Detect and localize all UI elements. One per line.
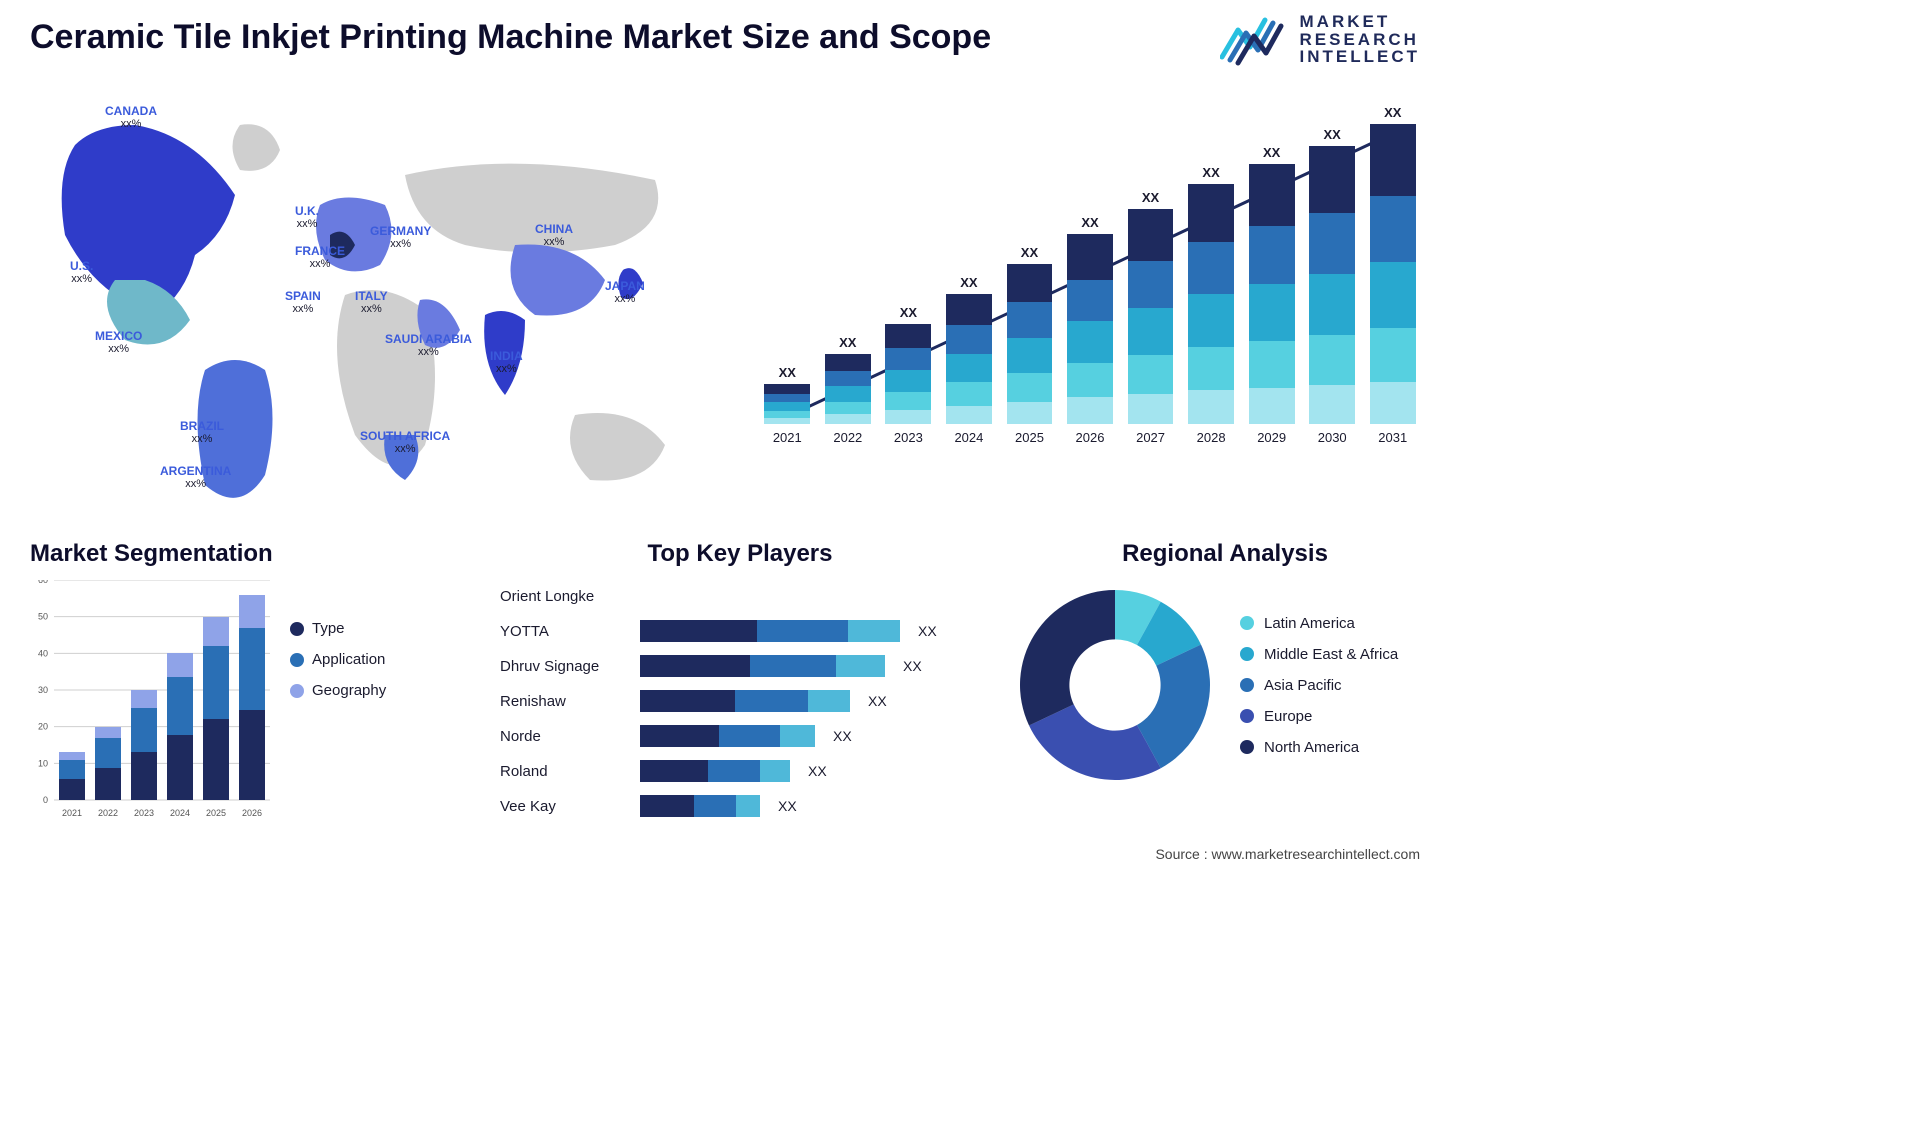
growth-bar: XX2030 <box>1305 127 1360 445</box>
map-country-label: ARGENTINAxx% <box>160 465 231 490</box>
map-country-label: SOUTH AFRICAxx% <box>360 430 450 455</box>
legend-item: Type <box>290 620 386 637</box>
map-country-label: ITALYxx% <box>355 290 388 315</box>
key-players-panel: Top Key Players Orient LongkeYOTTAXXDhru… <box>500 540 980 840</box>
svg-text:20: 20 <box>38 722 48 732</box>
legend-item: North America <box>1240 739 1398 756</box>
legend-item: Middle East & Africa <box>1240 646 1398 663</box>
map-country-label: INDIAxx% <box>490 350 523 375</box>
svg-text:40: 40 <box>38 648 48 658</box>
world-map-panel: CANADAxx% U.S.xx% MEXICOxx% BRAZILxx% ARGENT… <box>15 95 715 515</box>
regional-title: Regional Analysis <box>1010 540 1440 568</box>
segmentation-chart: 0102030405060 202120222023202420252026 <box>30 580 270 820</box>
brand-logo: MARKET RESEARCH INTELLECT <box>1220 12 1421 67</box>
map-country-label: MEXICOxx% <box>95 330 142 355</box>
map-country-label: GERMANYxx% <box>370 225 431 250</box>
svg-text:30: 30 <box>38 685 48 695</box>
map-country-label: SAUDI ARABIAxx% <box>385 333 472 358</box>
legend-item: Geography <box>290 682 386 699</box>
key-player-row: YOTTAXX <box>500 615 980 647</box>
segmentation-bar <box>131 690 157 800</box>
segmentation-bar <box>203 617 229 800</box>
map-country-label: CANADAxx% <box>105 105 157 130</box>
growth-bar: XX2022 <box>821 335 876 445</box>
segmentation-bar <box>167 653 193 800</box>
key-player-row: RolandXX <box>500 755 980 787</box>
logo-text: MARKET RESEARCH INTELLECT <box>1300 13 1421 67</box>
key-player-row: Vee KayXX <box>500 790 980 822</box>
map-country-label: SPAINxx% <box>285 290 321 315</box>
growth-bar: XX2027 <box>1123 190 1178 445</box>
key-player-row: NordeXX <box>500 720 980 752</box>
key-player-row: Orient Longke <box>500 580 980 612</box>
segmentation-panel: Market Segmentation 0102030405060 202120… <box>30 540 450 840</box>
segmentation-bar <box>95 727 121 800</box>
key-players-title: Top Key Players <box>500 540 980 568</box>
legend-item: Application <box>290 651 386 668</box>
map-country-label: FRANCExx% <box>295 245 345 270</box>
growth-bar: XX2023 <box>881 305 936 445</box>
map-country-label: CHINAxx% <box>535 223 573 248</box>
growth-bar: XX2031 <box>1365 105 1420 445</box>
key-player-row: Dhruv SignageXX <box>500 650 980 682</box>
source-attribution: Source : www.marketresearchintellect.com <box>1155 846 1420 862</box>
growth-bar: XX2028 <box>1184 165 1239 445</box>
growth-bar: XX2024 <box>942 275 997 445</box>
key-player-row: RenishawXX <box>500 685 980 717</box>
svg-text:60: 60 <box>38 580 48 585</box>
regional-legend: Latin America Middle East & Africa Asia Pa… <box>1240 615 1398 756</box>
map-country-label: U.K.xx% <box>295 205 319 230</box>
map-country-label: JAPANxx% <box>605 280 645 305</box>
growth-bar: XX2029 <box>1244 145 1299 445</box>
donut-slice <box>1020 590 1115 725</box>
regional-donut-chart <box>1010 580 1220 790</box>
page-title: Ceramic Tile Inkjet Printing Machine Mar… <box>30 18 991 57</box>
growth-bar: XX2026 <box>1063 215 1118 445</box>
segmentation-title: Market Segmentation <box>30 540 450 568</box>
map-country-label: U.S.xx% <box>70 260 93 285</box>
logo-mark-icon <box>1220 12 1290 67</box>
legend-item: Latin America <box>1240 615 1398 632</box>
legend-item: Europe <box>1240 708 1398 725</box>
regional-panel: Regional Analysis Latin America Middle Ea… <box>1010 540 1440 840</box>
growth-chart: XX2021XX2022XX2023XX2024XX2025XX2026XX20… <box>760 100 1420 470</box>
svg-text:0: 0 <box>43 795 48 805</box>
svg-text:50: 50 <box>38 612 48 622</box>
growth-bar: XX2025 <box>1002 245 1057 445</box>
svg-text:10: 10 <box>38 758 48 768</box>
legend-item: Asia Pacific <box>1240 677 1398 694</box>
segmentation-bar <box>239 595 265 800</box>
segmentation-legend: Type Application Geography <box>290 580 386 820</box>
segmentation-bar <box>59 752 85 800</box>
growth-bar: XX2021 <box>760 365 815 445</box>
map-country-label: BRAZILxx% <box>180 420 224 445</box>
